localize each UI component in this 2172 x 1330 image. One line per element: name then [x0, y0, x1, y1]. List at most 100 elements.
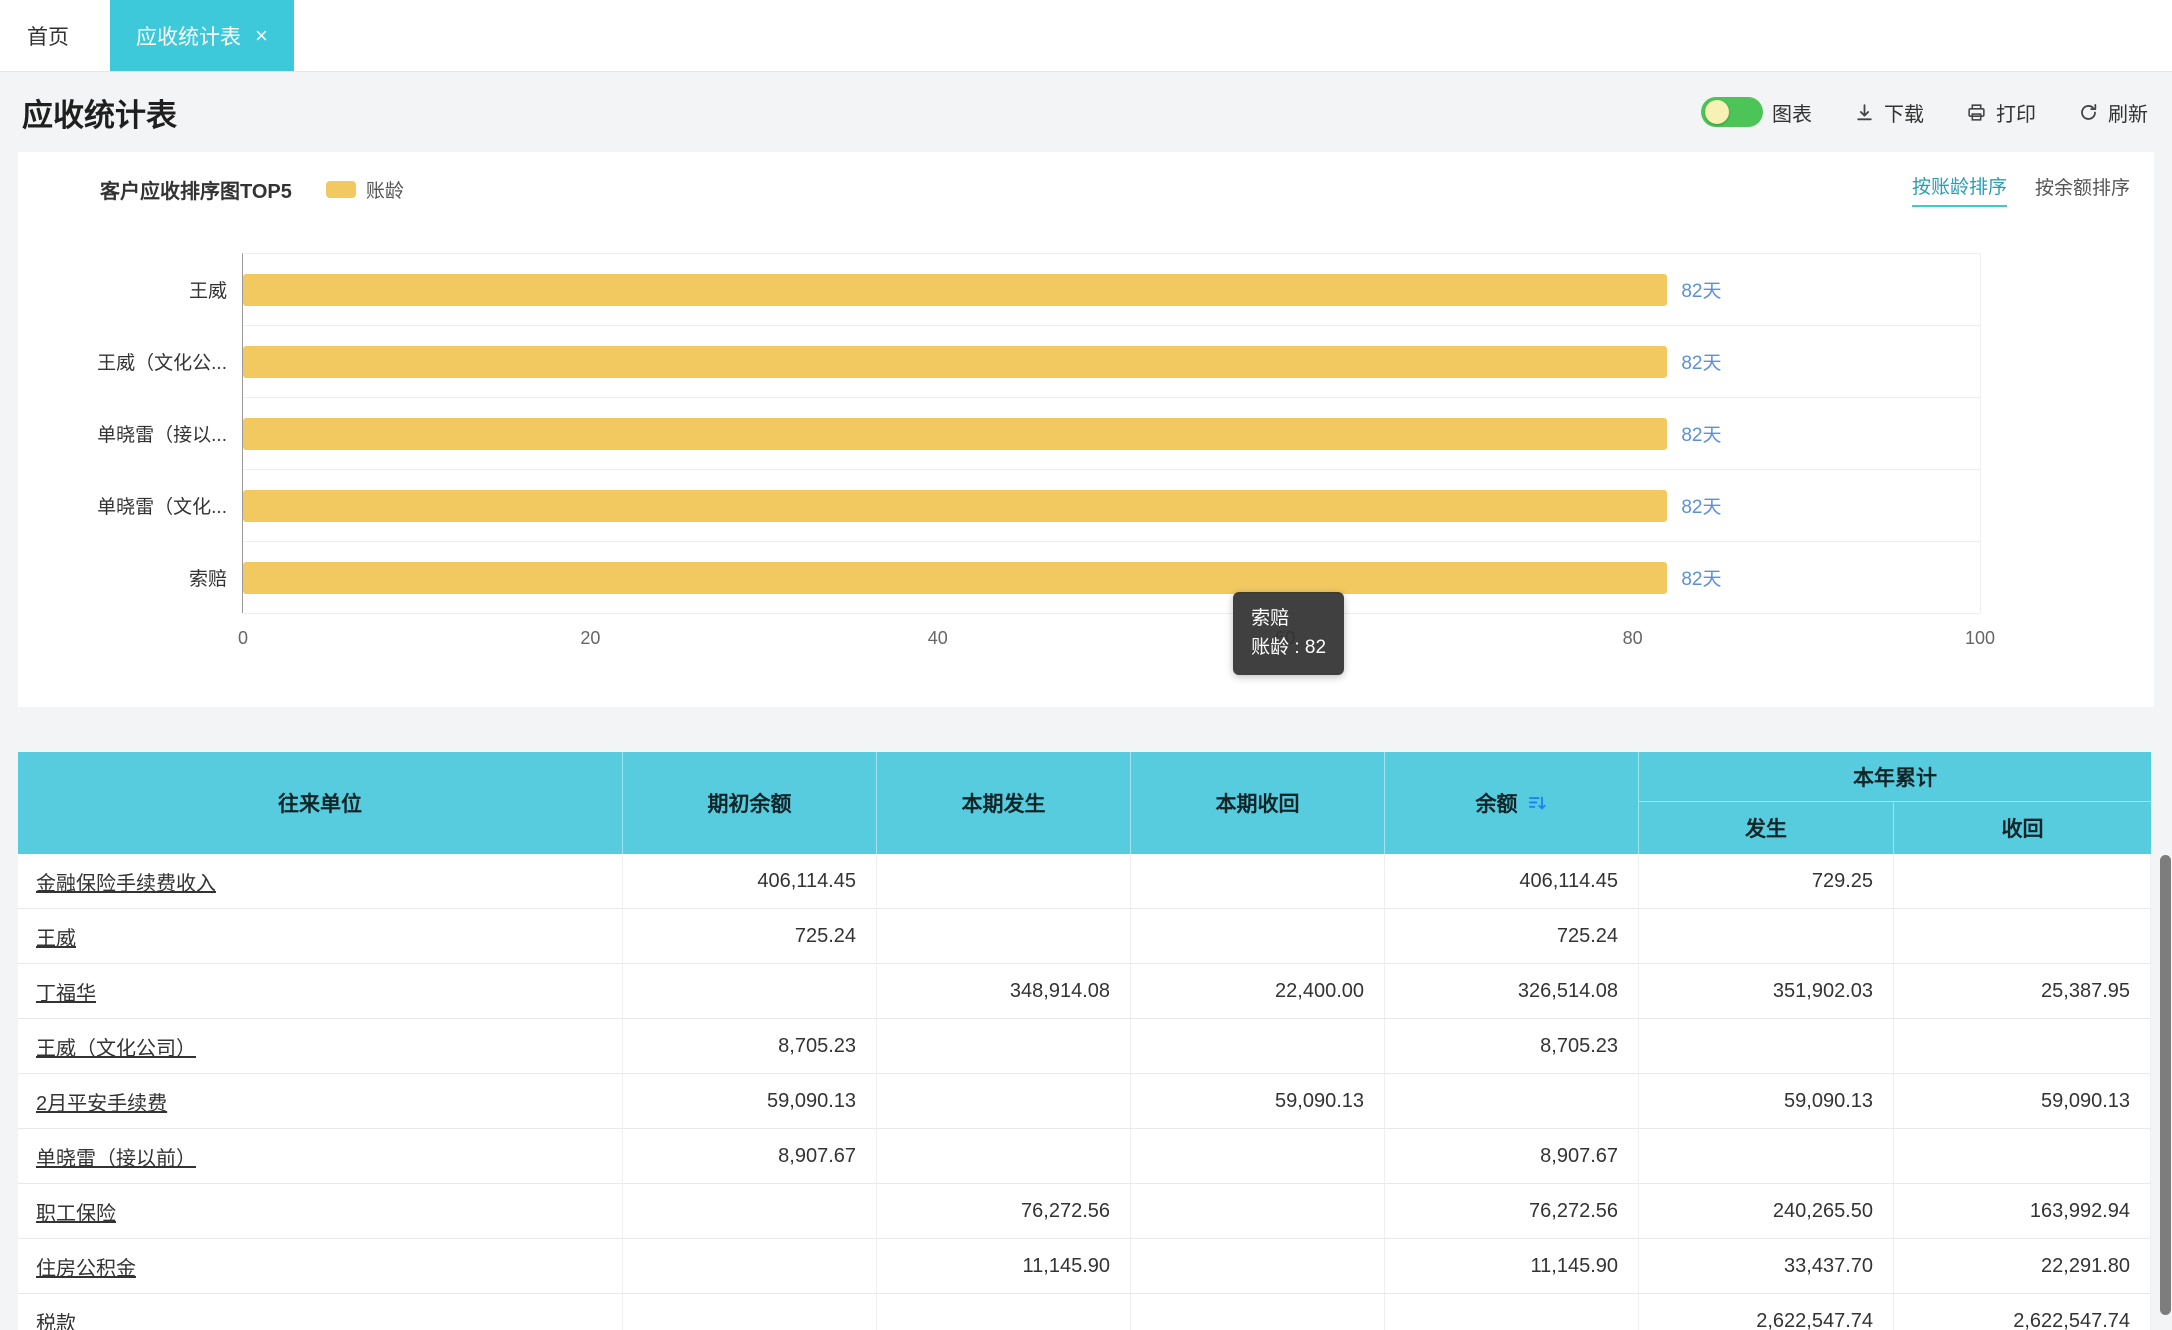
row-name-link[interactable]: 金融保险手续费收入 — [36, 872, 216, 895]
sort-icon[interactable] — [1526, 792, 1548, 814]
cell-incurred — [877, 1294, 1131, 1330]
sort-by-balance-link[interactable]: 按余额排序 — [2034, 177, 2130, 199]
cell-ytd-received — [1894, 1019, 2151, 1073]
cell-received: 22,400.00 — [1131, 964, 1385, 1018]
bar[interactable] — [243, 417, 1668, 450]
refresh-button[interactable]: 刷新 — [2078, 98, 2148, 127]
cell-balance: 725.24 — [1385, 909, 1639, 963]
download-icon — [1854, 102, 1875, 123]
table-row: 丁福华 348,914.08 22,400.00 326,514.08 351,… — [18, 964, 2151, 1019]
print-label: 打印 — [1996, 103, 2036, 126]
cell-ytd-incurred: 33,437.70 — [1639, 1239, 1894, 1293]
sort-controls: 按账龄排序 按余额排序 — [1911, 172, 2130, 207]
row-name-link[interactable]: 职工保险 — [36, 1202, 116, 1225]
cell-balance: 8,907.67 — [1385, 1129, 1639, 1183]
x-axis-tick: 80 — [1622, 628, 1643, 648]
cell-received — [1131, 854, 1385, 908]
bar[interactable] — [243, 273, 1668, 306]
chart-row: 索赔 82天 — [189, 542, 1980, 614]
cell-unit: 住房公积金 — [18, 1239, 623, 1293]
cell-ytd-incurred — [1639, 1129, 1894, 1183]
chart-header: 客户应收排序图TOP5 账龄 按账龄排序 按余额排序 — [18, 152, 2154, 212]
cell-ytd-incurred: 2,622,547.74 — [1639, 1294, 1894, 1330]
data-table: 往来单位 期初余额 本期发生 本期收回 余额 本年累计 发生 收回 金融保险手续… — [18, 752, 2151, 1330]
cell-balance: 76,272.56 — [1385, 1184, 1639, 1238]
cell-incurred: 348,914.08 — [877, 964, 1131, 1018]
chart-row: 王威 82天 — [189, 254, 1980, 326]
row-name-link[interactable]: 王威（文化公司） — [36, 1037, 196, 1060]
toggle-label: 图表 — [1772, 103, 1812, 126]
toolbar: 图表 下载 打印 刷新 — [1701, 97, 2150, 127]
row-name-link[interactable]: 王威 — [36, 927, 76, 950]
cell-balance: 326,514.08 — [1385, 964, 1639, 1018]
cell-unit: 单晓雷（接以前） — [18, 1129, 623, 1183]
table-row: 王威 725.24 725.24 — [18, 909, 2151, 964]
column-header-ytd-incurred: 发生 — [1639, 802, 1894, 854]
column-header-current-received: 本期收回 — [1131, 752, 1385, 854]
tab-receivable-stats[interactable]: 应收统计表 × — [110, 0, 294, 71]
cell-opening — [623, 1184, 877, 1238]
cell-ytd-incurred: 351,902.03 — [1639, 964, 1894, 1018]
bar-value-label: 82天 — [1681, 353, 1722, 374]
cell-unit: 王威 — [18, 909, 623, 963]
cell-balance — [1385, 1294, 1639, 1330]
cell-incurred — [877, 1129, 1131, 1183]
cell-balance — [1385, 1074, 1639, 1128]
tab-home[interactable]: 首页 — [27, 25, 69, 49]
bar-value-label: 82天 — [1681, 425, 1722, 446]
cell-opening: 8,705.23 — [623, 1019, 877, 1073]
table-row: 2月平安手续费 59,090.13 59,090.13 59,090.13 59… — [18, 1074, 2151, 1129]
page-title: 应收统计表 — [22, 97, 177, 133]
chart-toggle[interactable] — [1701, 97, 1763, 127]
x-axis-tick: 0 — [237, 628, 249, 648]
print-button[interactable]: 打印 — [1966, 98, 2036, 127]
cell-received — [1131, 1129, 1385, 1183]
bar[interactable] — [243, 489, 1668, 522]
row-name-link[interactable]: 2月平安手续费 — [36, 1092, 168, 1115]
cell-incurred — [877, 909, 1131, 963]
cell-balance: 8,705.23 — [1385, 1019, 1639, 1073]
table-row: 职工保险 76,272.56 76,272.56 240,265.50 163,… — [18, 1184, 2151, 1239]
row-name-link[interactable]: 丁福华 — [36, 982, 96, 1005]
column-header-opening-balance: 期初余额 — [623, 752, 877, 854]
row-name-link[interactable]: 住房公积金 — [36, 1257, 136, 1280]
cell-unit: 税款 — [18, 1294, 623, 1330]
close-icon[interactable]: × — [255, 22, 268, 48]
category-label: 王威（文化公... — [97, 353, 227, 374]
bar-value-label: 82天 — [1681, 497, 1722, 518]
row-name-link[interactable]: 税款 — [36, 1312, 76, 1330]
table-row: 金融保险手续费收入 406,114.45 406,114.45 729.25 — [18, 854, 2151, 909]
download-button[interactable]: 下载 — [1854, 98, 1924, 127]
column-header-unit: 往来单位 — [18, 752, 623, 854]
bar[interactable] — [243, 345, 1668, 378]
x-axis: 0 20 40 60 80 100 — [238, 628, 1995, 658]
chart-row: 王威（文化公... 82天 — [97, 326, 1980, 398]
legend-swatch — [325, 180, 356, 198]
bar-chart: 王威 82天 王威（文化公... 82天 单晓雷（接以... 82天 单晓雷（文… — [97, 253, 1995, 675]
chart-legend[interactable]: 账龄 — [325, 176, 404, 203]
print-icon — [1966, 102, 1987, 123]
column-header-current-incurred: 本期发生 — [877, 752, 1131, 854]
cell-ytd-received — [1894, 909, 2151, 963]
column-header-ytd-received: 收回 — [2001, 818, 2044, 841]
cell-unit: 2月平安手续费 — [18, 1074, 623, 1128]
table-row: 单晓雷（接以前） 8,907.67 8,907.67 — [18, 1129, 2151, 1184]
cell-opening — [623, 1294, 877, 1330]
scrollbar-thumb[interactable] — [2160, 855, 2171, 1315]
chart-row: 单晓雷（文化... 82天 — [97, 470, 1980, 542]
cell-received — [1131, 1294, 1385, 1330]
tab-bar: 首页 应收统计表 × — [0, 0, 2172, 72]
bar[interactable] — [243, 561, 1668, 594]
cell-received — [1131, 1184, 1385, 1238]
sort-by-age-link[interactable]: 按账龄排序 — [1911, 172, 2007, 207]
cell-received — [1131, 1239, 1385, 1293]
row-name-link[interactable]: 单晓雷（接以前） — [36, 1147, 196, 1170]
cell-opening: 406,114.45 — [623, 854, 877, 908]
title-bar: 应收统计表 图表 下载 打印 — [0, 72, 2172, 152]
bar-value-label: 82天 — [1681, 569, 1722, 590]
tab-label: 应收统计表 — [136, 25, 241, 49]
cell-incurred — [877, 1074, 1131, 1128]
x-axis-tick: 100 — [1964, 628, 1996, 648]
cell-unit: 丁福华 — [18, 964, 623, 1018]
